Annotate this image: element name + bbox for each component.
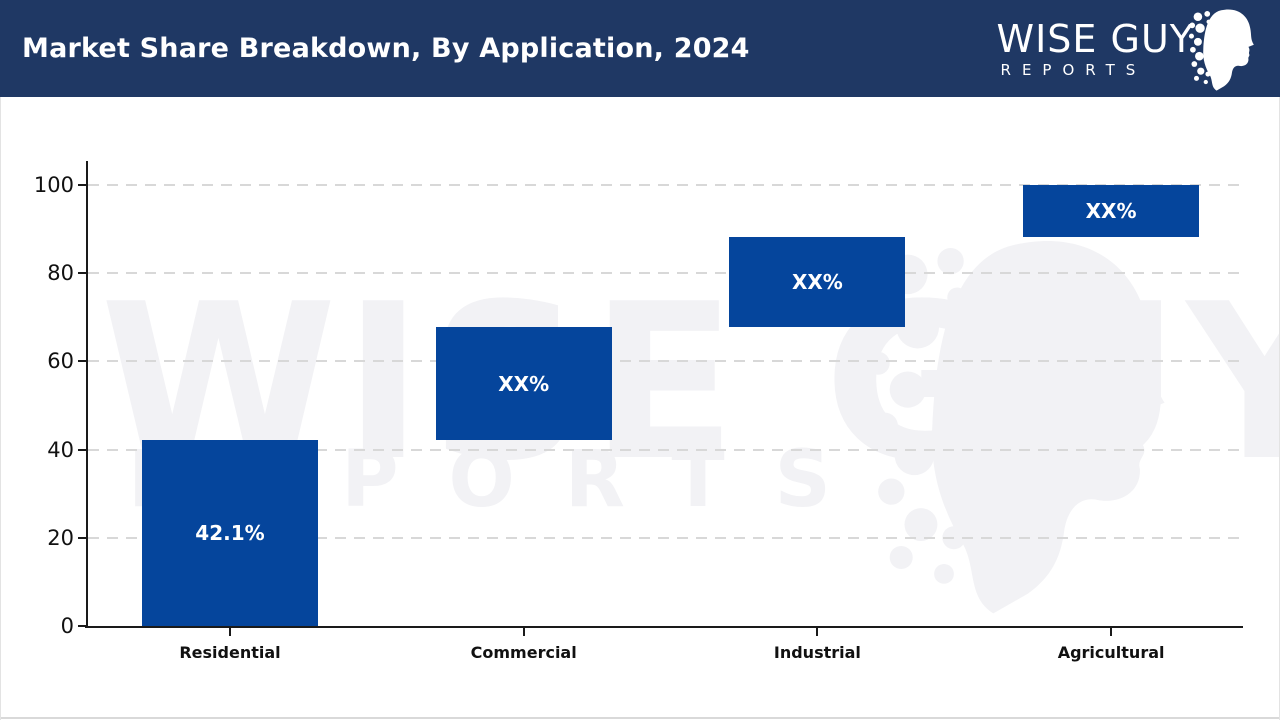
brand-logo: WISE GUY REPORTS (997, 6, 1280, 92)
brand-subname: REPORTS (1000, 60, 1147, 79)
page-left-border (0, 97, 1, 720)
x-category-label: Industrial (773, 643, 861, 662)
bar-value-label: XX% (791, 270, 843, 294)
y-tick-label: 20 (47, 525, 74, 550)
watermark-head-icon (866, 240, 1165, 614)
y-tick-label: 100 (33, 173, 74, 197)
bar-commercial: XX% (435, 327, 612, 441)
y-tick-label: 40 (47, 437, 74, 462)
y-tick-label: 60 (47, 349, 74, 374)
bar-value-label: 42.1% (195, 521, 265, 546)
page-bottom-border (0, 717, 1280, 719)
x-category-label: Residential (179, 643, 281, 662)
y-tick-mark (78, 536, 86, 539)
bar-residential: 42.1% (142, 440, 318, 626)
y-tick-mark (78, 448, 86, 451)
y-tick-mark (78, 184, 86, 186)
chart-canvas: WISE GUY REPORTS 0 20 40 60 80 100 42.1% XX% XX%… (0, 97, 1280, 720)
y-tick-label: 0 (60, 614, 74, 638)
y-tick-mark (78, 272, 86, 275)
header-bar: Market Share Breakdown, By Application, … (0, 0, 1280, 97)
x-tick-mark (816, 628, 819, 636)
y-tick-label: 80 (47, 261, 74, 286)
brand-logo-text: WISE GUY REPORTS (997, 19, 1194, 79)
y-gridline (88, 184, 1243, 186)
dotted-head-icon (1188, 8, 1254, 91)
x-category-label: Commercial (470, 643, 577, 662)
y-tick-mark (78, 360, 86, 363)
x-tick-mark (522, 628, 525, 636)
y-gridline (88, 360, 1243, 363)
y-tick-mark (78, 625, 86, 627)
y-gridline (88, 448, 1243, 451)
y-gridline (88, 536, 1243, 539)
y-axis-line (86, 161, 88, 628)
x-tick-mark (1110, 628, 1113, 636)
bar-value-label: XX% (1085, 199, 1137, 224)
page-title: Market Share Breakdown, By Application, … (22, 33, 750, 64)
bar-value-label: XX% (498, 371, 550, 396)
bar-industrial: XX% (729, 237, 906, 327)
brand-name: WISE GUY (996, 16, 1194, 61)
bar-agricultural: XX% (1023, 185, 1200, 238)
y-gridline (88, 272, 1243, 275)
x-axis-line (85, 626, 1243, 628)
x-category-label: Agricultural (1057, 643, 1165, 662)
x-tick-mark (229, 628, 231, 636)
